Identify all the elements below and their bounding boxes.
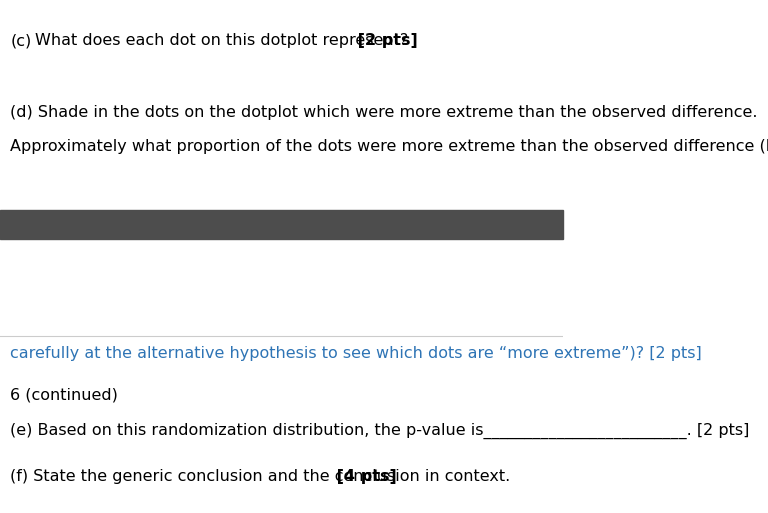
Text: 6 (continued): 6 (continued) <box>10 387 118 402</box>
Text: (e) Based on this randomization distribution, the p-value is____________________: (e) Based on this randomization distribu… <box>10 423 750 440</box>
Text: (f) State the generic conclusion and the conclusion in context.: (f) State the generic conclusion and the… <box>10 469 511 484</box>
Text: [4 pts]: [4 pts] <box>331 469 396 484</box>
Text: (d) Shade in the dots on the dotplot which were more extreme than the observed d: (d) Shade in the dots on the dotplot whi… <box>10 105 758 120</box>
Text: (c): (c) <box>10 33 31 48</box>
Text: Approximately what proportion of the dots were more extreme than the observed di: Approximately what proportion of the dot… <box>10 139 768 153</box>
Text: What does each dot on this dotplot represent?: What does each dot on this dotplot repre… <box>35 33 408 48</box>
Text: [2 pts]: [2 pts] <box>352 33 418 48</box>
Bar <box>0 210 564 239</box>
Text: carefully at the alternative hypothesis to see which dots are “more extreme”)? [: carefully at the alternative hypothesis … <box>10 346 702 361</box>
